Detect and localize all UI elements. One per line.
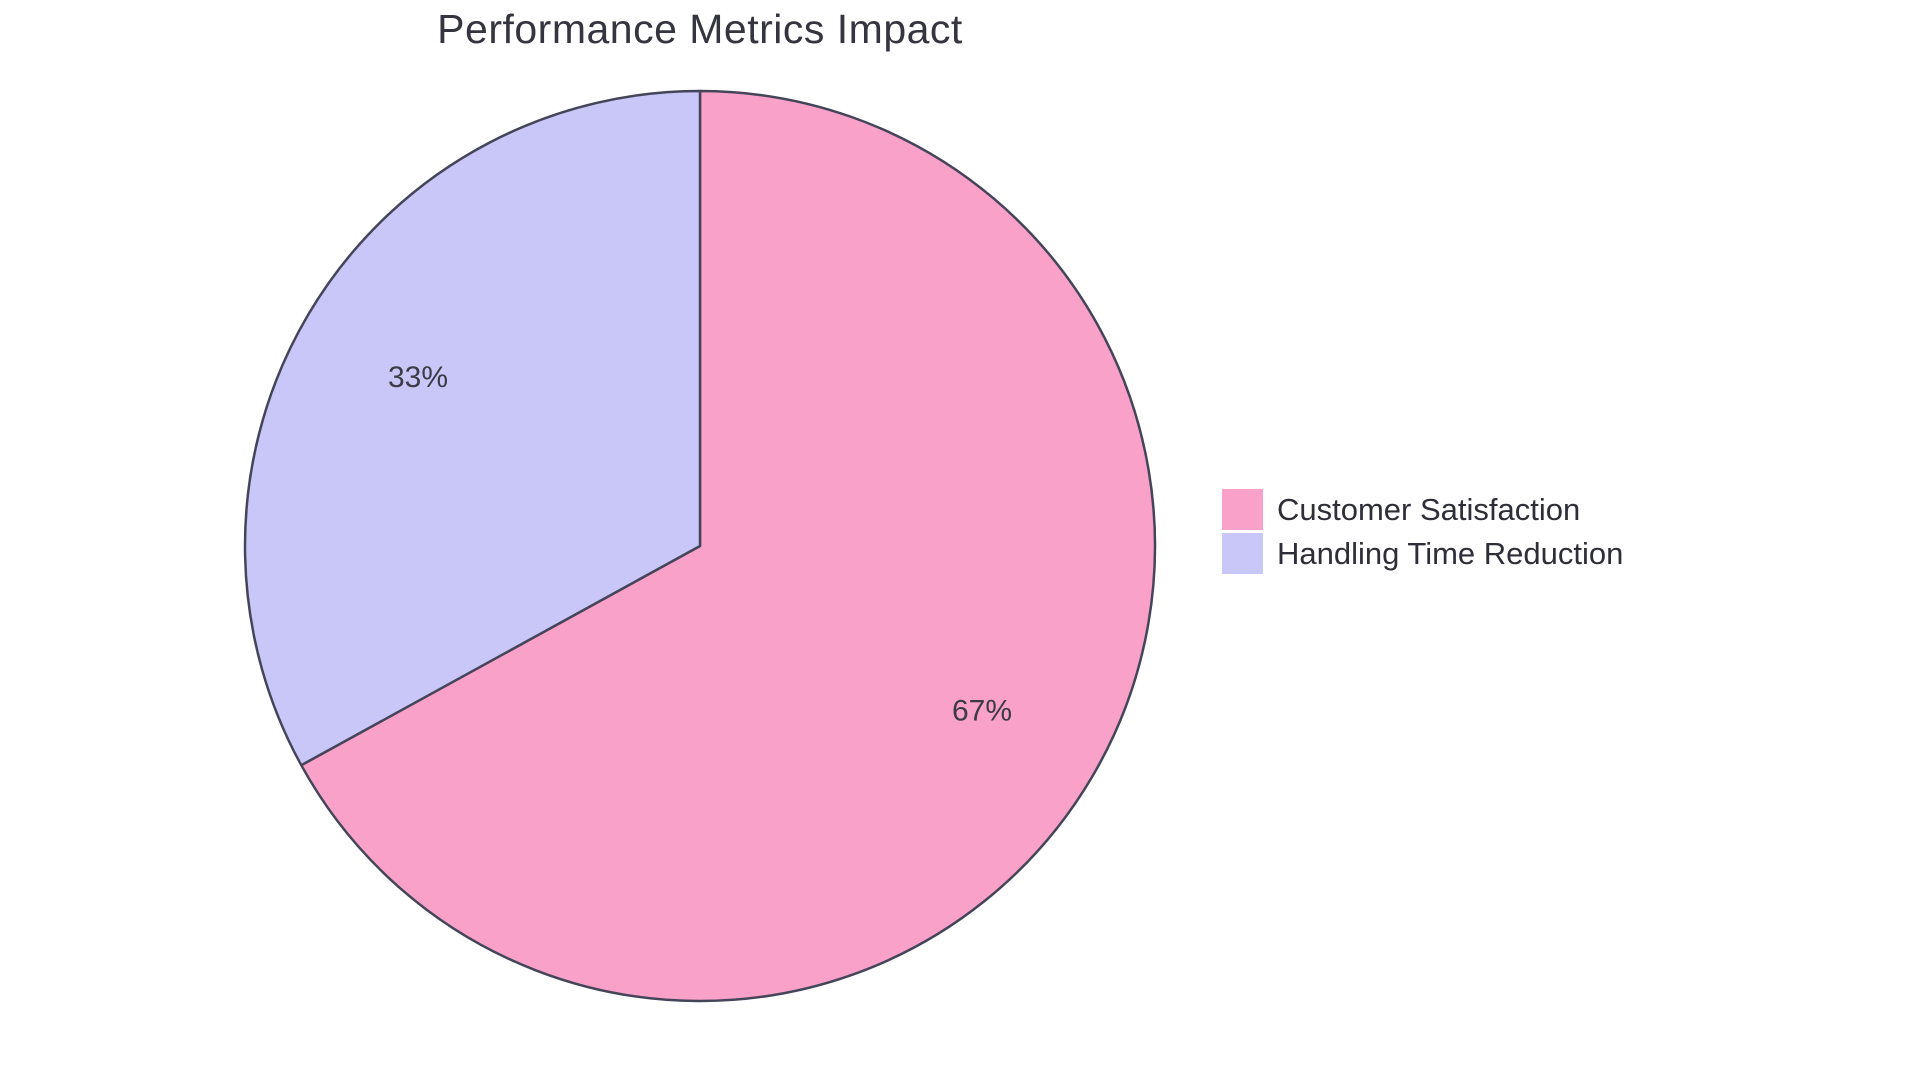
legend-item-customer-satisfaction: Customer Satisfaction	[1222, 489, 1623, 530]
pie-slice-0	[300, 89, 1157, 1003]
legend-swatch-icon	[1222, 533, 1263, 574]
pie-slice-1	[243, 89, 702, 767]
chart-title: Performance Metrics Impact	[437, 6, 963, 52]
legend-label: Customer Satisfaction	[1277, 491, 1581, 527]
legend-swatch-icon	[1222, 489, 1263, 530]
legend: Customer Satisfaction Handling Time Redu…	[1222, 489, 1623, 574]
slice-label-1: 33%	[388, 361, 448, 394]
legend-label: Handling Time Reduction	[1277, 535, 1624, 571]
legend-item-handling-time-reduction: Handling Time Reduction	[1222, 533, 1623, 574]
slice-label-0: 67%	[952, 695, 1012, 728]
